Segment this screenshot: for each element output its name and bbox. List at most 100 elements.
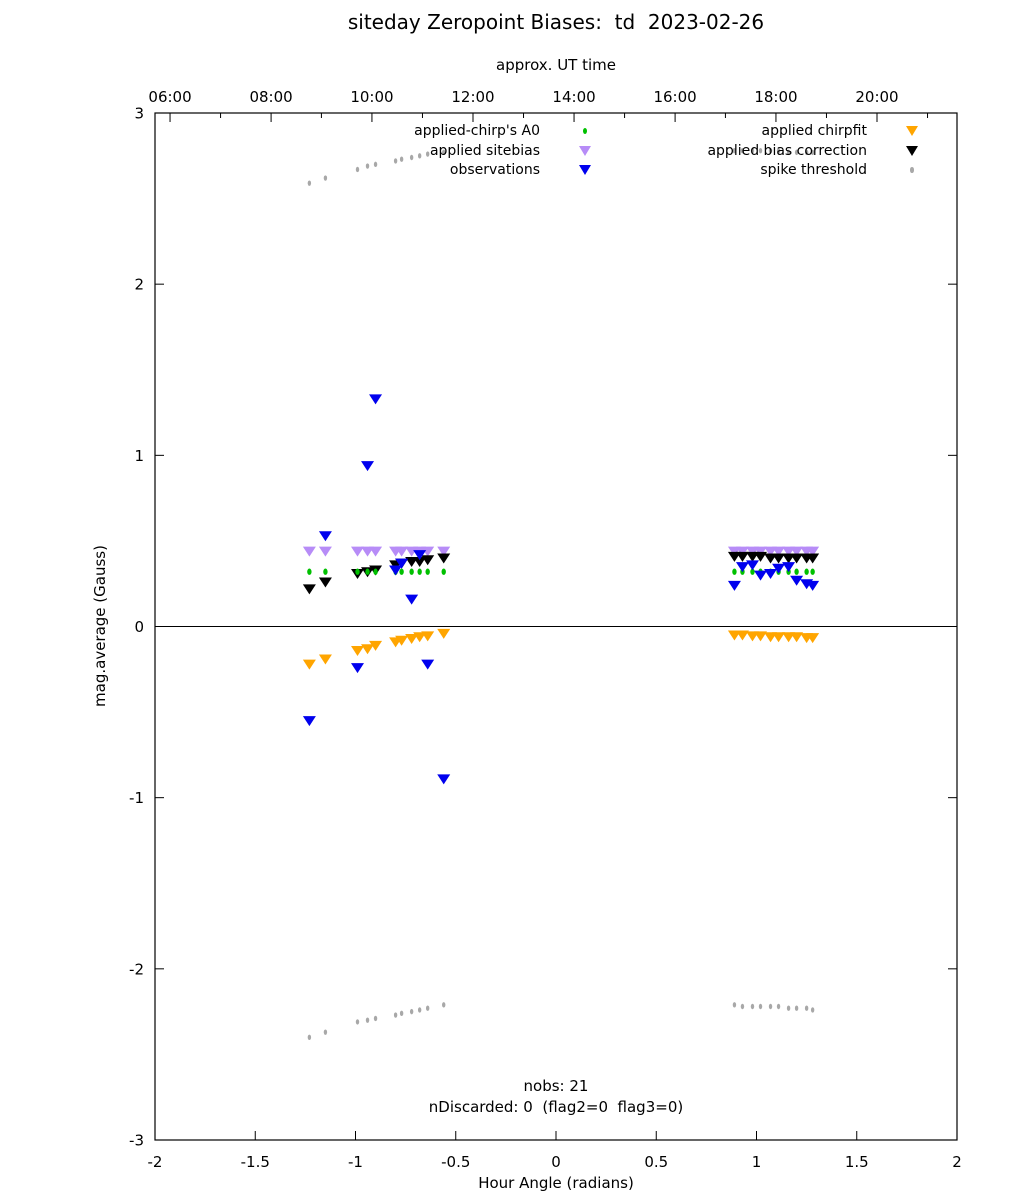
data-point — [786, 1005, 791, 1011]
data-point — [806, 633, 820, 644]
ndiscarded-annotation: nDiscarded: 0 (flag2=0 flag3=0) — [428, 1098, 684, 1116]
data-point — [355, 1019, 360, 1025]
data-point — [735, 551, 749, 562]
x-axis-ticks: -2 -1.5 -1 -0.5 0 0.5 1 1.5 2 — [148, 1131, 962, 1171]
data-point — [437, 553, 451, 564]
x-tick-label: 2 — [952, 1153, 962, 1171]
legend-column-left: applied-chirp's A0 applied sitebias obse… — [240, 121, 630, 180]
data-point — [399, 1010, 404, 1017]
data-point — [302, 659, 316, 670]
ut-tick-label: 10:00 — [350, 88, 393, 106]
data-point — [806, 580, 820, 591]
data-point — [425, 568, 430, 575]
data-point — [355, 166, 360, 173]
data-point — [754, 551, 768, 562]
data-point — [754, 570, 768, 581]
series-applied-sitebias — [302, 546, 820, 557]
x-tick-label: 1.5 — [845, 1153, 869, 1171]
ut-tick-label: 06:00 — [148, 88, 191, 106]
data-point — [772, 553, 786, 564]
data-point — [790, 546, 804, 557]
y-tick-label: 2 — [134, 276, 144, 294]
y-tick-label: 1 — [134, 447, 144, 465]
data-point — [750, 568, 755, 575]
data-point — [409, 1008, 414, 1015]
data-point — [425, 151, 430, 157]
data-point — [740, 147, 745, 154]
green-dot-icon — [582, 127, 588, 135]
data-point — [425, 1005, 430, 1011]
data-point — [373, 1015, 378, 1022]
data-point — [804, 1005, 809, 1011]
data-point — [750, 147, 755, 154]
data-point — [389, 565, 403, 576]
data-point — [758, 147, 763, 154]
data-point — [776, 147, 781, 154]
data-point — [351, 663, 365, 674]
data-point — [735, 562, 749, 573]
data-point — [782, 562, 796, 573]
data-point — [395, 546, 409, 557]
data-point — [732, 1002, 737, 1008]
data-point — [413, 550, 427, 561]
legend-label: applied bias correction — [707, 142, 867, 159]
data-point — [740, 1003, 745, 1010]
data-point — [393, 158, 398, 164]
data-point — [754, 546, 768, 557]
data-point — [361, 461, 375, 472]
legend-label: applied-chirp's A0 — [414, 122, 540, 139]
data-point — [421, 546, 435, 557]
data-point — [745, 560, 759, 571]
data-point — [417, 568, 422, 575]
data-point — [735, 630, 749, 641]
data-point — [794, 149, 799, 156]
y-tick-label: -1 — [129, 789, 144, 807]
data-point — [732, 147, 737, 154]
ut-tick-label: 14:00 — [552, 88, 595, 106]
data-point — [395, 558, 409, 569]
data-point — [794, 1005, 799, 1011]
top-axis-title: approx. UT time — [496, 56, 616, 74]
data-point — [794, 568, 799, 575]
black-triangle-icon — [906, 145, 918, 156]
data-point — [790, 553, 804, 564]
data-point — [302, 584, 316, 595]
data-point — [307, 1034, 312, 1041]
data-point — [804, 568, 809, 575]
legend-label: spike threshold — [760, 162, 867, 179]
data-point — [758, 1003, 763, 1010]
data-point — [413, 632, 427, 643]
data-point — [307, 180, 312, 186]
data-point — [810, 568, 815, 575]
ut-tick-label: 18:00 — [754, 88, 797, 106]
data-point — [361, 644, 375, 655]
y-tick-label: 0 — [134, 618, 144, 636]
data-point — [810, 1007, 815, 1013]
legend-column-right: applied chirpfit applied bias correction… — [560, 121, 957, 180]
data-point — [732, 568, 737, 575]
data-point — [318, 546, 332, 557]
legend-entry-applied-chirpfit: applied chirpfit — [560, 121, 957, 141]
data-point — [790, 575, 804, 586]
data-point — [365, 1017, 370, 1023]
series-applied-chirp-s-a0 — [307, 568, 815, 575]
data-point — [323, 568, 328, 575]
data-point — [442, 149, 446, 156]
data-point — [409, 568, 414, 575]
data-point — [373, 568, 378, 575]
ut-tick-label: 20:00 — [855, 88, 898, 106]
x-tick-label: -2 — [148, 1153, 163, 1171]
data-point — [768, 147, 773, 154]
y-tick-label: -2 — [129, 960, 144, 978]
data-point — [772, 632, 786, 643]
ut-tick-label: 08:00 — [249, 88, 292, 106]
data-point — [323, 175, 328, 181]
data-point — [772, 546, 786, 557]
y-axis-ticks: -3 -2 -1 0 1 2 3 — [129, 105, 957, 1150]
data-point — [786, 149, 791, 156]
data-point — [806, 546, 820, 557]
nobs-annotation: nobs: 21 — [523, 1077, 589, 1095]
data-point — [768, 1003, 773, 1010]
ut-tick-label: 16:00 — [653, 88, 696, 106]
data-point — [399, 156, 404, 162]
